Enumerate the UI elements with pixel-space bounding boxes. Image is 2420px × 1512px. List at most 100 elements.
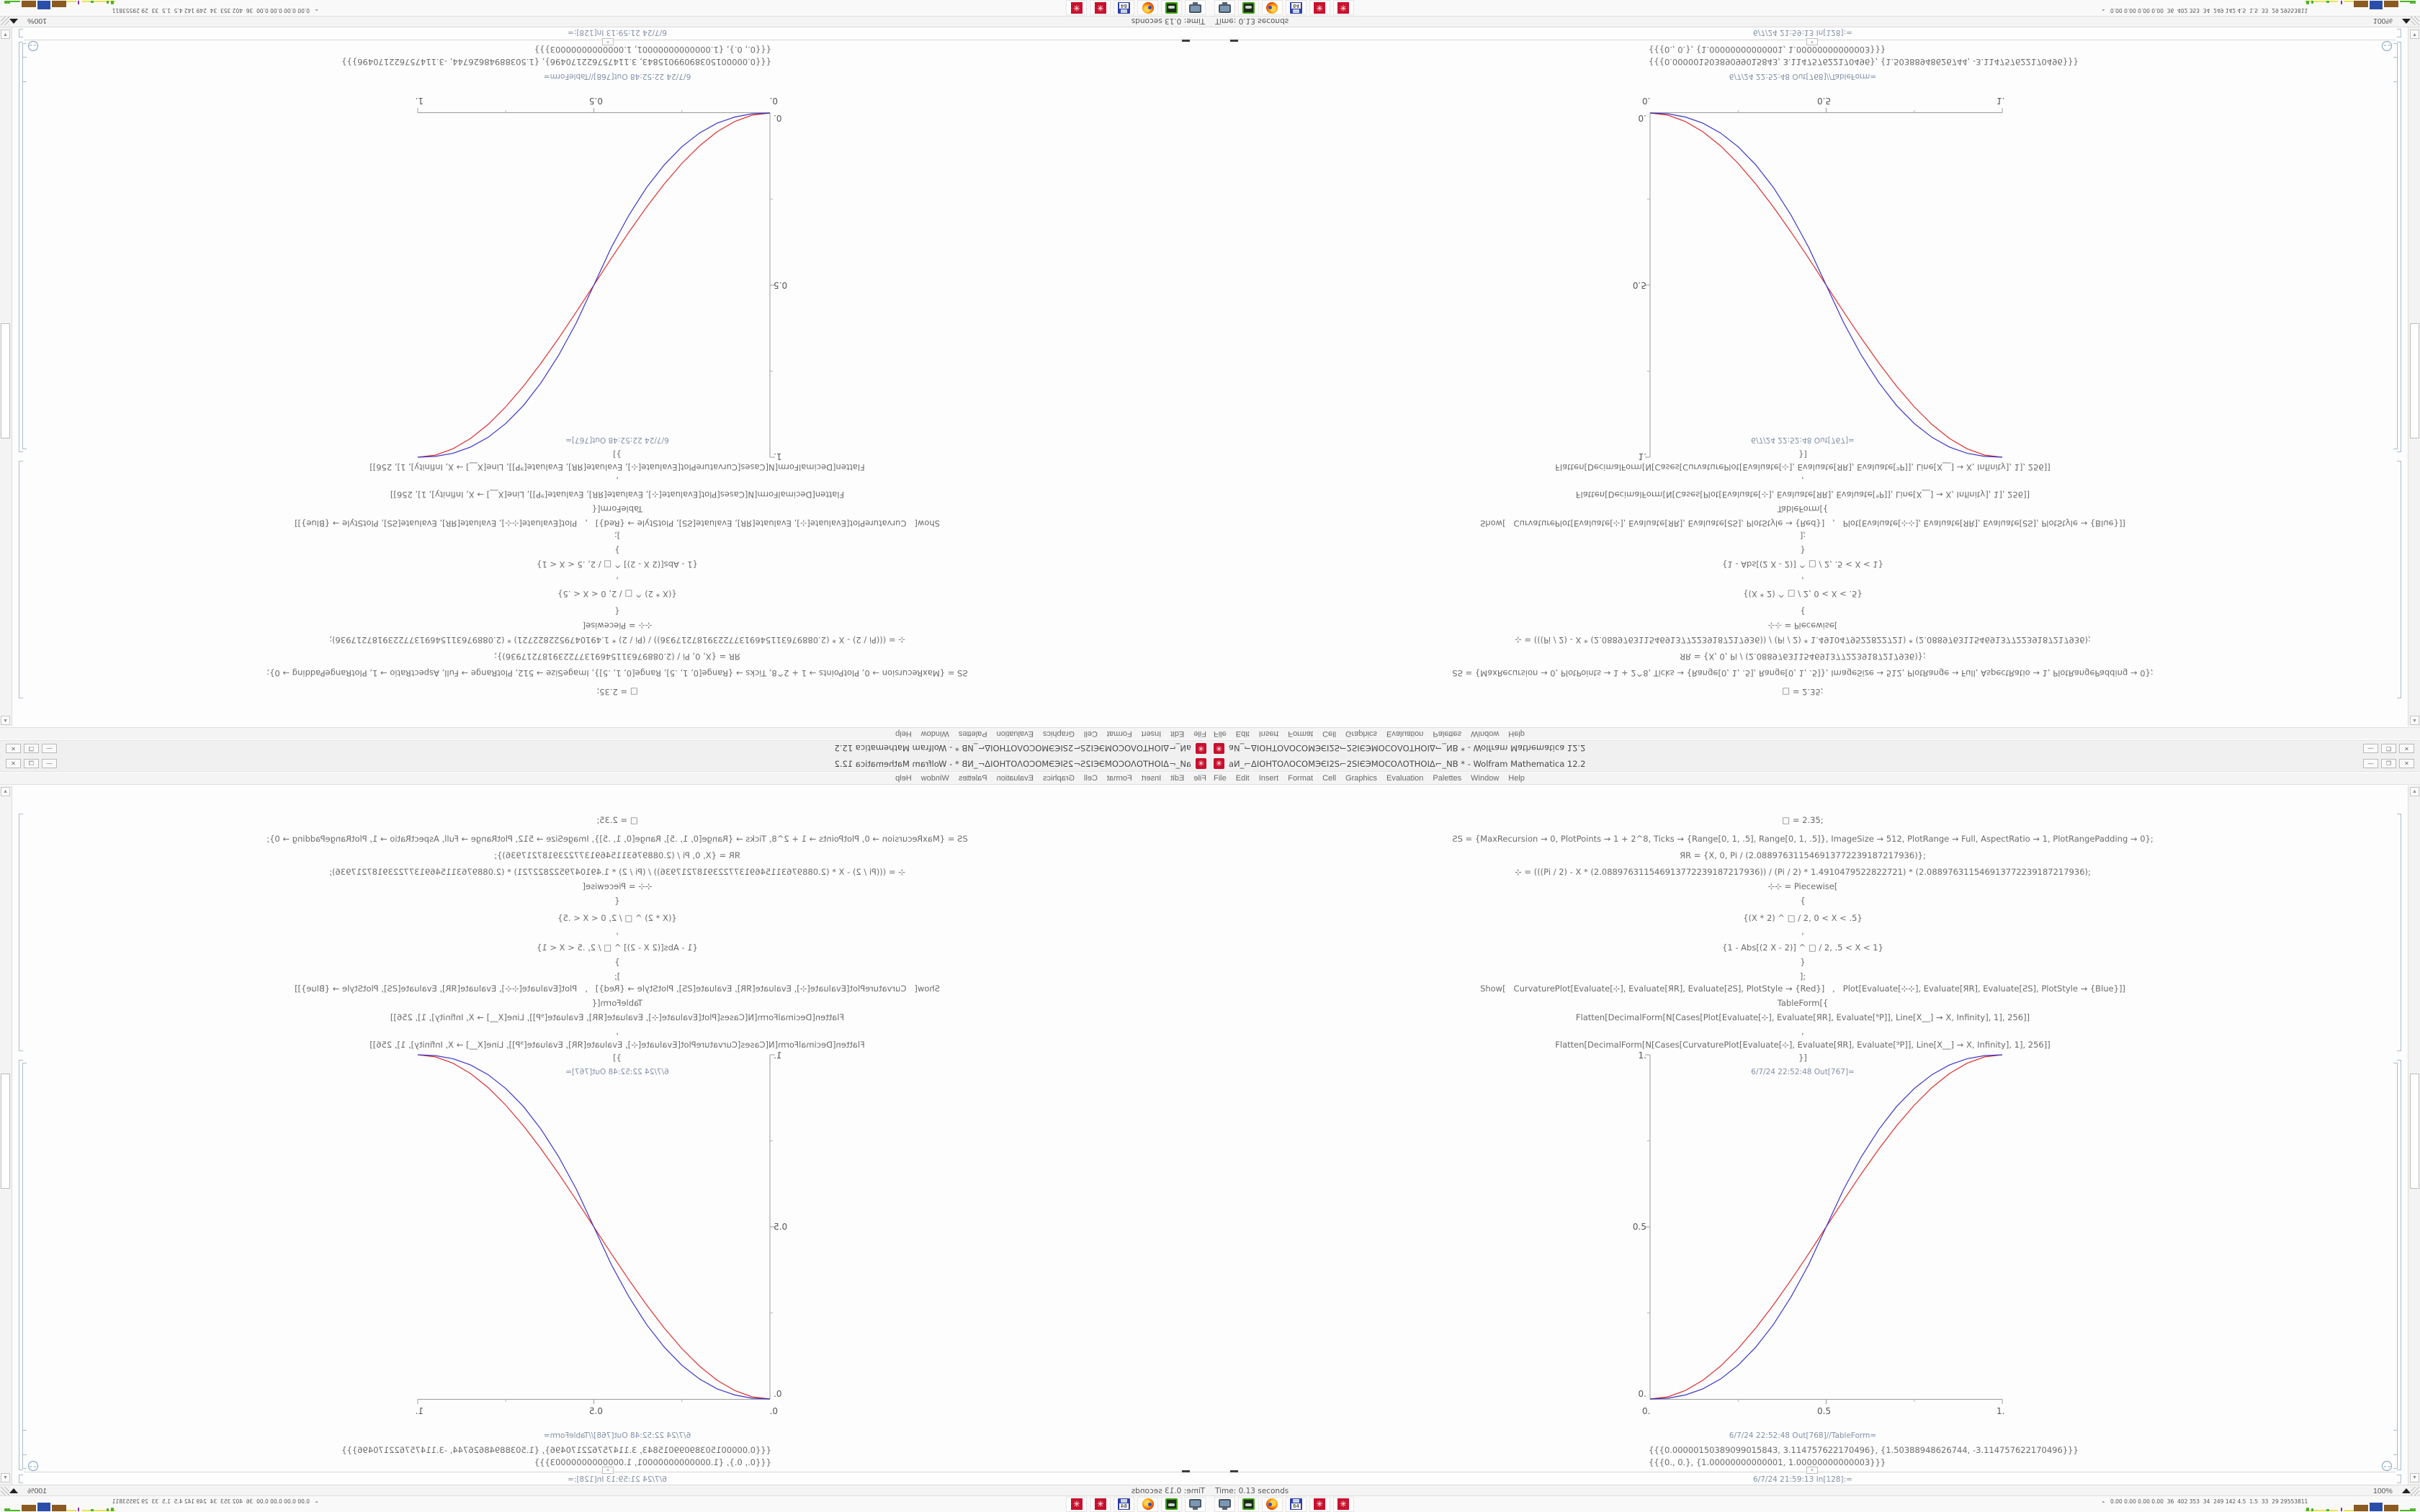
- menu-edit[interactable]: Edit: [1235, 729, 1250, 738]
- resize-grip[interactable]: [2411, 17, 2419, 25]
- code-line[interactable]: ,: [1801, 576, 1804, 586]
- zoom-level[interactable]: 100%: [2373, 1487, 2393, 1495]
- maximize-button[interactable]: ❐: [2381, 759, 2396, 768]
- code-line[interactable]: {1 - Abs[(2 X - 2)] ^ □ / 2, .5 < X < 1}: [537, 942, 698, 953]
- code-line[interactable]: {: [1800, 896, 1806, 906]
- zoom-level[interactable]: 100%: [27, 1487, 47, 1495]
- menu-file[interactable]: File: [1214, 774, 1227, 783]
- plot-cell-bracket[interactable]: [2393, 57, 2398, 449]
- menu-cell[interactable]: Cell: [1083, 774, 1098, 783]
- collapse-chevron-icon[interactable]: ⌄⌄: [2382, 1461, 2392, 1471]
- collapse-chevron-icon[interactable]: ⌄⌄: [28, 1461, 38, 1471]
- taskbar-firefox[interactable]: [1137, 0, 1158, 15]
- code-line[interactable]: {(X * 2) ^ □ / 2, 0 < X < .5}: [557, 913, 677, 923]
- scrollbar-thumb[interactable]: [1, 323, 10, 438]
- vertical-scrollbar[interactable]: ▲ ▼: [2408, 786, 2420, 1485]
- taskbar-screenshot-tool[interactable]: [1185, 1497, 1206, 1512]
- collapse-chevron-icon[interactable]: ⌄⌄: [28, 41, 38, 51]
- code-line[interactable]: }: [614, 545, 620, 555]
- insert-cell-button[interactable]: +: [1806, 38, 1818, 45]
- menu-evaluation[interactable]: Evaluation: [1386, 774, 1424, 783]
- code-line[interactable]: {: [614, 896, 620, 906]
- plot-cell-bracket[interactable]: [22, 1063, 27, 1455]
- code-line[interactable]: ƧS = {MaxRecursion → 0, PlotPoints → 1 +…: [1452, 834, 2154, 844]
- taskbar-firefox[interactable]: [1137, 1497, 1158, 1512]
- code-line[interactable]: Show[ CurvaturePlot[Evaluate[⊹], Evaluat…: [295, 518, 940, 528]
- menu-edit[interactable]: Edit: [1170, 729, 1185, 738]
- code-line[interactable]: ,: [616, 1026, 619, 1036]
- code-line[interactable]: {: [1800, 606, 1806, 616]
- menu-format[interactable]: Format: [1106, 774, 1132, 783]
- code-line[interactable]: ⊹ = (((Pi / 2) - X * (2.0889763115469137…: [329, 635, 905, 645]
- code-line[interactable]: ⊹⊹ = Piecewise[: [582, 621, 653, 631]
- tableform-cell-bracket[interactable]: [22, 43, 27, 82]
- code-line[interactable]: □ = 2.35;: [596, 687, 638, 697]
- menu-cell[interactable]: Cell: [1322, 774, 1337, 783]
- taskbar-green-app[interactable]: [1238, 1497, 1259, 1512]
- code-line[interactable]: Show[ CurvaturePlot[Evaluate[⊹], Evaluat…: [295, 984, 940, 994]
- tableform-cell-bracket[interactable]: [2393, 1430, 2398, 1469]
- menu-palettes[interactable]: Palettes: [958, 729, 987, 738]
- scrollbar-thumb[interactable]: [1, 1074, 10, 1189]
- code-line[interactable]: ];: [614, 531, 621, 541]
- code-line[interactable]: ⊹⊹ = Piecewise[: [582, 881, 653, 891]
- collapse-chevron-icon[interactable]: ⌄⌄: [2382, 41, 2392, 51]
- scroll-up-icon[interactable]: ▲: [1, 787, 10, 796]
- resize-grip[interactable]: [1, 17, 9, 25]
- minimize-button[interactable]: —: [2363, 759, 2378, 768]
- code-line[interactable]: ,: [616, 476, 619, 486]
- maximize-button[interactable]: ❐: [24, 744, 39, 753]
- menu-help[interactable]: Help: [1508, 729, 1525, 738]
- menu-cell[interactable]: Cell: [1322, 729, 1337, 738]
- code-line[interactable]: TableForm[{: [591, 998, 643, 1008]
- scroll-up-icon[interactable]: ▲: [2410, 716, 2419, 725]
- code-line[interactable]: ⊹ = (((Pi / 2) - X * (2.0889763115469137…: [1515, 867, 2091, 877]
- input-group-cell-bracket[interactable]: [19, 814, 23, 1051]
- taskbar-floppy64[interactable]: 64: [1286, 0, 1307, 15]
- code-line[interactable]: Flatten[DecimalForm[N[Cases[Plot[Evaluat…: [390, 490, 845, 500]
- code-line[interactable]: ,: [616, 926, 619, 936]
- tray-expand-icon[interactable]: ⌃: [2101, 1500, 2106, 1507]
- hscroll-thumb[interactable]: [1182, 40, 1190, 42]
- code-line[interactable]: {(X * 2) ^ □ / 2, 0 < X < .5}: [557, 589, 677, 599]
- taskbar-mathematica-frontend[interactable]: ✳: [1333, 0, 1354, 15]
- taskbar-floppy64[interactable]: 64: [1113, 0, 1134, 15]
- close-button[interactable]: ✕: [6, 744, 21, 753]
- menu-palettes[interactable]: Palettes: [1433, 729, 1462, 738]
- resize-grip[interactable]: [2411, 1487, 2419, 1495]
- minimize-button[interactable]: —: [42, 744, 57, 753]
- menu-help[interactable]: Help: [895, 729, 912, 738]
- taskbar-screenshot-tool[interactable]: [1185, 0, 1206, 15]
- code-line[interactable]: ⊹ = (((Pi / 2) - X * (2.0889763115469137…: [1515, 635, 2091, 645]
- code-line[interactable]: Flatten[DecimalForm[N[Cases[CurvaturePlo…: [369, 1040, 865, 1050]
- menu-evaluation[interactable]: Evaluation: [1386, 729, 1424, 738]
- code-line[interactable]: ƧS = {MaxRecursion → 0, PlotPoints → 1 +…: [266, 668, 968, 678]
- title-bar[interactable]: ✳ аИ_⌐ΔΙΟΗΤΟΛΟCOMЭЄI2S⌐2SIЄЭMOCΟΛΟΤΗΟΙΔ⌐…: [1210, 756, 2420, 772]
- scroll-down-icon[interactable]: ▼: [1, 1473, 10, 1482]
- menu-evaluation[interactable]: Evaluation: [996, 774, 1034, 783]
- taskbar-green-app[interactable]: [1161, 1497, 1182, 1512]
- code-line[interactable]: Show[ CurvaturePlot[Evaluate[⊹], Evaluat…: [1480, 984, 2125, 994]
- vertical-scrollbar[interactable]: ▲ ▼: [2408, 27, 2420, 726]
- menu-edit[interactable]: Edit: [1170, 774, 1185, 783]
- taskbar-mathematica-kernel[interactable]: ✳: [1309, 1497, 1330, 1512]
- code-line[interactable]: ,: [1801, 926, 1804, 936]
- code-line[interactable]: {1 - Abs[(2 X - 2)] ^ □ / 2, .5 < X < 1}: [1722, 559, 1883, 570]
- code-line[interactable]: Flatten[DecimalForm[N[Cases[CurvaturePlo…: [1555, 462, 2051, 472]
- menu-window[interactable]: Window: [1471, 774, 1500, 783]
- code-line[interactable]: }: [1800, 545, 1806, 555]
- hscroll-thumb[interactable]: [1230, 1470, 1238, 1472]
- code-line[interactable]: □ = 2.35;: [1782, 687, 1824, 697]
- taskbar-mathematica-frontend[interactable]: ✳: [1066, 1497, 1087, 1512]
- menu-insert[interactable]: Insert: [1141, 774, 1162, 783]
- menu-help[interactable]: Help: [1508, 774, 1525, 783]
- menu-window[interactable]: Window: [920, 774, 949, 783]
- code-line[interactable]: {1 - Abs[(2 X - 2)] ^ □ / 2, .5 < X < 1}: [1722, 942, 1883, 953]
- code-line[interactable]: TableForm[{: [1777, 504, 1829, 514]
- code-line[interactable]: ,: [616, 576, 619, 586]
- scroll-up-icon[interactable]: ▲: [2410, 787, 2419, 796]
- scrollbar-thumb[interactable]: [2410, 1074, 2419, 1189]
- code-line[interactable]: ⊹ = (((Pi / 2) - X * (2.0889763115469137…: [329, 867, 905, 877]
- zoom-popup-icon[interactable]: [9, 1488, 18, 1493]
- taskbar-floppy64[interactable]: 64: [1286, 1497, 1307, 1512]
